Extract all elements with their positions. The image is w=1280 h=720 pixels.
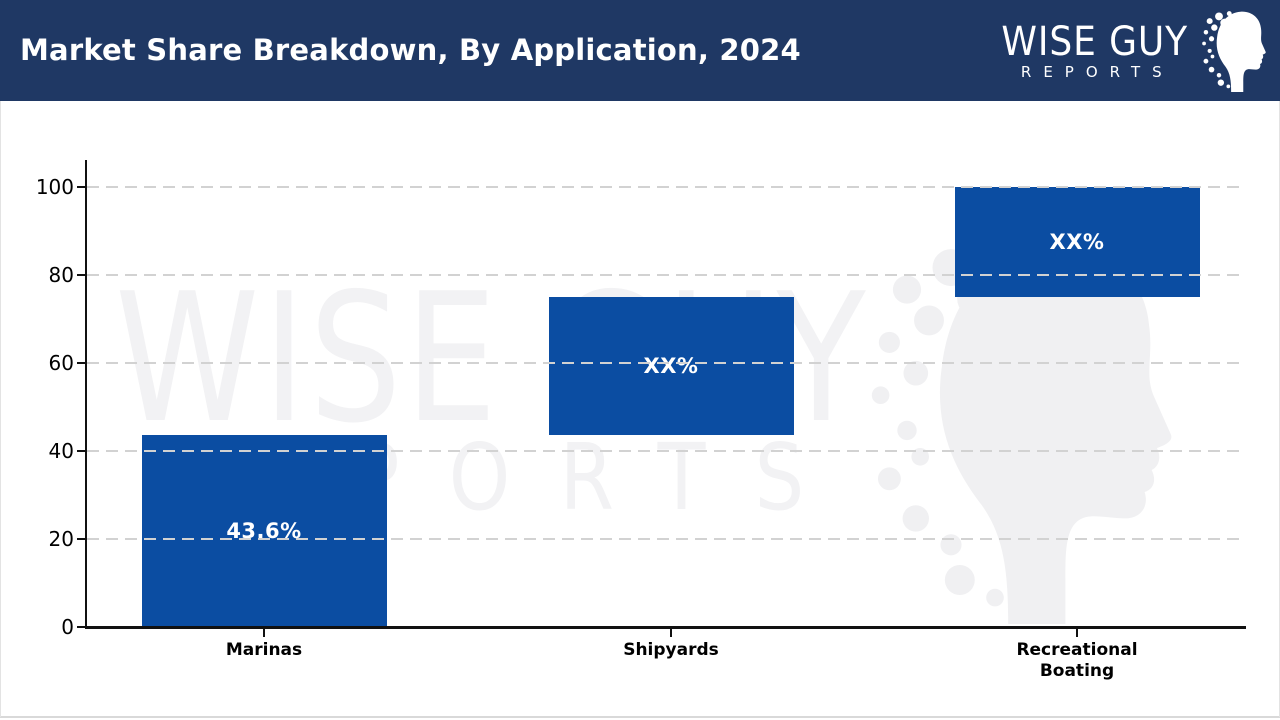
bar: XX%: [954, 187, 1200, 297]
y-tick-mark: [77, 362, 85, 364]
y-tick-label: 20: [48, 527, 74, 551]
logo-reports-text: REPORTS: [1020, 63, 1174, 81]
gridline: [87, 362, 1246, 364]
bar: 43.6%: [141, 435, 387, 627]
x-axis-line: [85, 626, 1246, 629]
gridline: [87, 274, 1246, 276]
x-axis-label: Shipyards: [623, 640, 719, 660]
gridline: [87, 450, 1246, 452]
page-title: Market Share Breakdown, By Application, …: [20, 33, 801, 67]
y-tick-label: 60: [48, 351, 74, 375]
header-bar: Market Share Breakdown, By Application, …: [0, 0, 1280, 101]
page-left-rule: [0, 101, 1, 717]
gridline: [87, 538, 1246, 540]
y-tick-mark: [77, 450, 85, 452]
y-axis-line: [85, 160, 87, 629]
bar-value-label: XX%: [1049, 230, 1105, 254]
x-tick-mark: [1076, 629, 1078, 637]
y-tick-mark: [77, 538, 85, 540]
y-tick-mark: [77, 626, 85, 628]
x-tick-mark: [670, 629, 672, 637]
y-tick-label: 100: [35, 175, 74, 199]
x-axis-label: Recreational Boating: [1016, 640, 1138, 681]
y-tick-label: 0: [61, 615, 74, 639]
page-bottom-rule: [0, 716, 1280, 718]
x-tick-mark: [263, 629, 265, 637]
y-tick-mark: [77, 274, 85, 276]
y-tick-label: 80: [48, 263, 74, 287]
bar: XX%: [548, 297, 794, 436]
y-tick-mark: [77, 186, 85, 188]
bar-value-label: XX%: [643, 354, 699, 379]
x-axis-label: Marinas: [225, 640, 303, 660]
gridline: [87, 186, 1246, 188]
logo-wordmark: WISE GUY: [1000, 19, 1188, 65]
y-tick-label: 40: [48, 439, 74, 463]
wise-guy-reports-logo: WISE GUY REPORTS: [991, 8, 1266, 92]
logo-text: WISE GUY REPORTS: [991, 20, 1198, 80]
logo-face-icon: [1202, 11, 1266, 92]
